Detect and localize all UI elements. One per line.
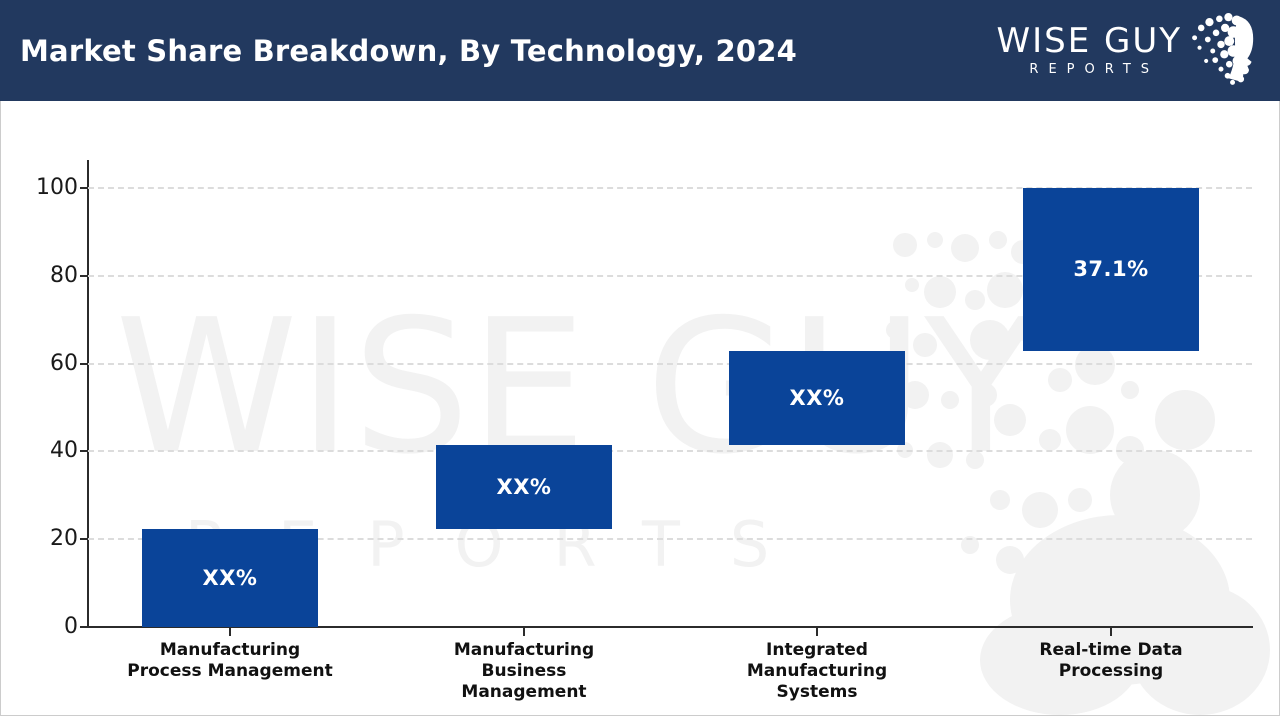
y-tick-mark: [80, 362, 88, 365]
bar-value-label: XX%: [202, 565, 258, 590]
x-tick-mark: [523, 628, 525, 636]
bar-2: XX%: [436, 444, 612, 529]
x-category-label: Integrated Manufacturing Systems: [746, 640, 888, 702]
y-tick-label: 60: [50, 350, 78, 376]
x-category-label: Real-time Data Processing: [1039, 640, 1183, 681]
gridline-80: [88, 274, 1252, 277]
y-tick-label: 0: [64, 614, 78, 639]
bar-value-label: XX%: [496, 474, 552, 499]
header-bar: Market Share Breakdown, By Technology, 2…: [0, 0, 1280, 101]
y-axis-line: [87, 160, 89, 628]
bar-1: XX%: [142, 528, 318, 627]
bar-value-label: XX%: [789, 385, 845, 410]
x-tick-mark: [229, 628, 231, 636]
y-tick-label: 20: [50, 526, 78, 552]
y-tick-mark: [80, 187, 88, 189]
x-category-label: Manufacturing Business Management: [453, 640, 595, 702]
x-tick-mark: [816, 628, 818, 636]
logo-brand-text: WISE GUY: [996, 21, 1182, 62]
logo-face-icon: [1192, 12, 1254, 85]
logo-sub-text: REPORTS: [1029, 61, 1160, 77]
y-tick-mark: [80, 538, 88, 541]
y-tick-label: 40: [50, 438, 78, 464]
bar-3: XX%: [729, 350, 905, 445]
wise-guy-reports-logo: WISE GUY REPORTS: [996, 10, 1254, 92]
y-tick-mark: [80, 626, 88, 628]
y-tick-label: 100: [36, 175, 78, 200]
gridline-20: [88, 538, 1252, 541]
y-tick-mark: [80, 450, 88, 453]
x-category-label: Manufacturing Process Management: [127, 640, 333, 681]
gridline-40: [88, 450, 1252, 453]
x-tick-mark: [1110, 628, 1112, 636]
bar-4: 37.1%: [1023, 188, 1199, 351]
y-tick-label: 80: [50, 262, 78, 288]
bar-value-label: 37.1%: [1073, 257, 1149, 282]
gridline-60: [88, 362, 1252, 365]
y-tick-mark: [80, 274, 88, 277]
gridline-100: [88, 187, 1252, 189]
chart-title: Market Share Breakdown, By Technology, 2…: [20, 33, 798, 68]
x-axis-line: [86, 626, 1253, 628]
logo-text: WISE GUY REPORTS: [996, 21, 1182, 77]
watermark-face-dots: [860, 231, 1270, 715]
